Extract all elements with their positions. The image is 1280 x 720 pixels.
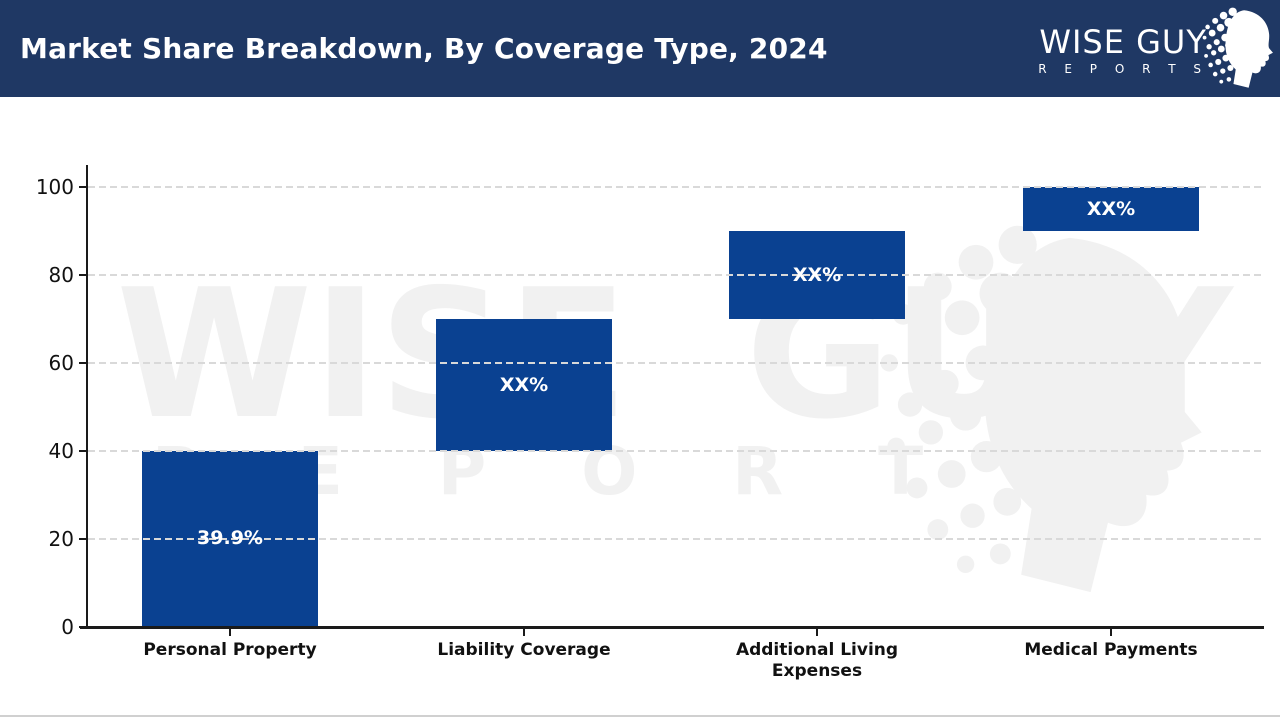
x-category-label: Medical Payments [1024,640,1198,660]
x-tick-mark [1110,629,1112,636]
x-category-label: Additional Living Expenses [735,640,899,681]
bar-segment-4 [1023,187,1199,231]
header-bar: Market Share Breakdown, By Coverage Type… [0,0,1280,97]
bar-value-label: XX% [1086,198,1136,220]
page-title: Market Share Breakdown, By Coverage Type… [20,32,828,65]
y-tick-label: 80 [48,263,74,287]
y-tick-mark [79,450,87,452]
x-category-label: Personal Property [143,640,317,660]
gridline-y60 [88,362,1263,364]
y-tick-label: 0 [61,615,74,639]
x-tick-mark [816,629,818,636]
x-category-label: Liability Coverage [437,640,611,660]
y-axis-line [86,165,88,629]
y-tick-mark [79,626,87,628]
gridline-y100 [88,186,1263,188]
wise-guy-logo: WISE GUY R E P O R T S [1038,6,1276,92]
head-profile-icon [1202,7,1273,88]
y-tick-label: 20 [48,527,74,551]
footer-divider [0,715,1280,717]
y-tick-mark [79,274,87,276]
x-axis-line [80,626,1264,629]
bar-segment-2 [436,319,612,451]
y-tick-mark [79,362,87,364]
gridline-y20 [88,538,1263,540]
x-tick-mark [523,629,525,636]
x-tick-mark [229,629,231,636]
watermark-head-icon [880,225,1202,593]
logo-subtitle: R E P O R T S [1038,61,1208,76]
bar-value-label: XX% [499,374,549,396]
y-tick-mark [79,186,87,188]
y-tick-mark [79,538,87,540]
bar-value-label: XX% [792,264,842,286]
y-tick-label: 100 [35,175,74,199]
logo-wordmark: WISE GUY [1039,22,1207,61]
y-tick-label: 40 [48,439,74,463]
y-tick-label: 60 [48,351,74,375]
gridline-y40 [88,450,1263,452]
gridline-y80 [88,274,1263,276]
bar-value-label: 39.9% [197,527,263,550]
logo-text: WISE GUY R E P O R T S [1038,23,1208,76]
